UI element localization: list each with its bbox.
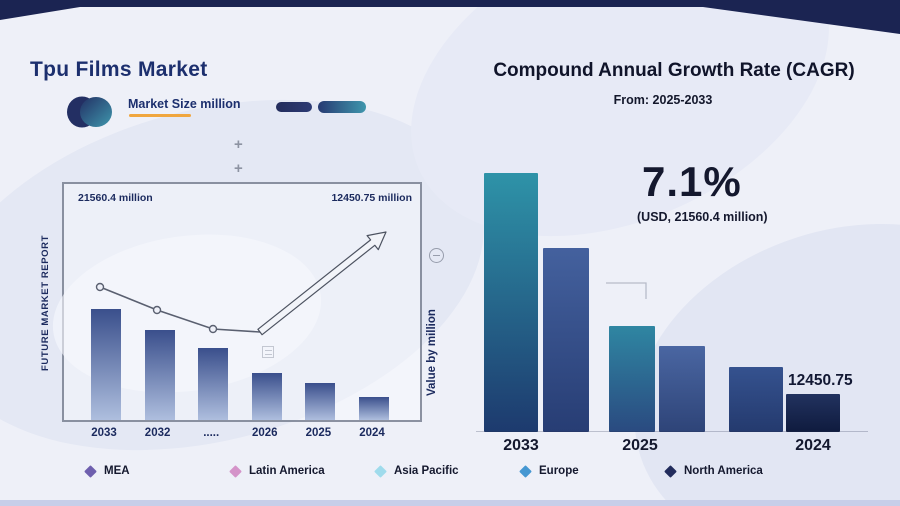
legend-diamond-icon — [229, 464, 242, 478]
cagr-bar — [543, 248, 589, 432]
cagr-usd-note: (USD, 21560.4 million) — [637, 210, 768, 224]
legend-item-label: North America — [684, 465, 763, 477]
cagr-value: 7.1% — [642, 158, 742, 205]
legend-item-label: Europe — [539, 465, 579, 477]
legend-diamond-icon — [374, 464, 387, 478]
legend-item-asia-pacific: Asia Pacific — [374, 464, 459, 478]
market-x-labels: 2033 2032..... 2026 2025 2024 — [62, 427, 422, 443]
cagr-subtitle: From: 2025-2033 — [613, 93, 713, 107]
legend-item-latin-america: Latin America — [229, 464, 325, 478]
cagr-baseline — [476, 431, 868, 432]
market-x-label: 2032 — [144, 427, 171, 439]
market-bar-2033 — [91, 309, 121, 420]
step-line-decoration — [606, 282, 647, 299]
orange-underline-decoration — [129, 114, 191, 117]
bottom-bar-decoration — [0, 500, 900, 506]
legend-item-label: MEA — [104, 465, 130, 477]
cagr-bar — [786, 394, 840, 432]
legend-pill-navy — [276, 102, 312, 112]
plus-decoration: + — [234, 160, 243, 177]
market-bar-2032 — [144, 330, 175, 420]
legend-pill-teal — [318, 101, 366, 113]
market-chart-panel: 21560.4 million 12450.75 million — [42, 182, 422, 422]
legend-item-europe: Europe — [519, 464, 579, 478]
grid-icon — [262, 346, 274, 358]
market-x-label: 2033 — [91, 427, 117, 439]
cagr-x-label: 2033 — [503, 437, 539, 454]
legend-item-label: Asia Pacific — [394, 465, 459, 477]
market-bar-2026 — [251, 373, 282, 420]
market-chart-bars — [64, 184, 420, 420]
chart-min-value-label: 12450.75 million — [331, 192, 412, 204]
cagr-bar — [484, 173, 538, 432]
cagr-title: Compound Annual Growth Rate (CAGR) — [493, 60, 855, 81]
legend-item-mea: MEA — [84, 464, 130, 478]
market-x-label: 2024 — [359, 427, 385, 439]
legend-diamond-icon — [664, 464, 677, 478]
cagr-x-label: 2024 — [795, 437, 831, 454]
legend: MEA Latin America Asia Pacific Europe North … — [84, 464, 866, 485]
cagr-bar — [609, 325, 655, 432]
trend-arrow-graphic — [95, 231, 387, 336]
legend-diamond-icon — [84, 464, 97, 478]
minus-circle-icon — [429, 248, 444, 263]
market-bar-2024 — [359, 396, 389, 420]
market-size-label: Market Size million — [128, 97, 241, 111]
cagr-bar — [729, 367, 783, 432]
cagr-x-label: 2025 — [622, 437, 658, 454]
chart-max-value-label: 21560.4 million — [78, 192, 153, 204]
market-x-label: 2026 — [252, 427, 278, 439]
market-x-label: ..... — [203, 427, 220, 439]
top-bar-decoration — [0, 0, 900, 7]
page-title: Tpu Films Market — [30, 58, 208, 81]
cagr-annotation-value: 12450.75 — [788, 372, 853, 389]
plus-decoration: + — [234, 136, 243, 153]
market-size-icon — [64, 94, 118, 135]
legend-diamond-icon — [519, 464, 532, 478]
market-bar-2025 — [305, 383, 336, 420]
cagr-bar — [659, 345, 705, 432]
legend-item-north-america: North America — [664, 464, 763, 478]
market-x-label: 2025 — [305, 427, 332, 439]
legend-item-label: Latin America — [249, 465, 325, 477]
market-bar-..... — [198, 348, 229, 420]
